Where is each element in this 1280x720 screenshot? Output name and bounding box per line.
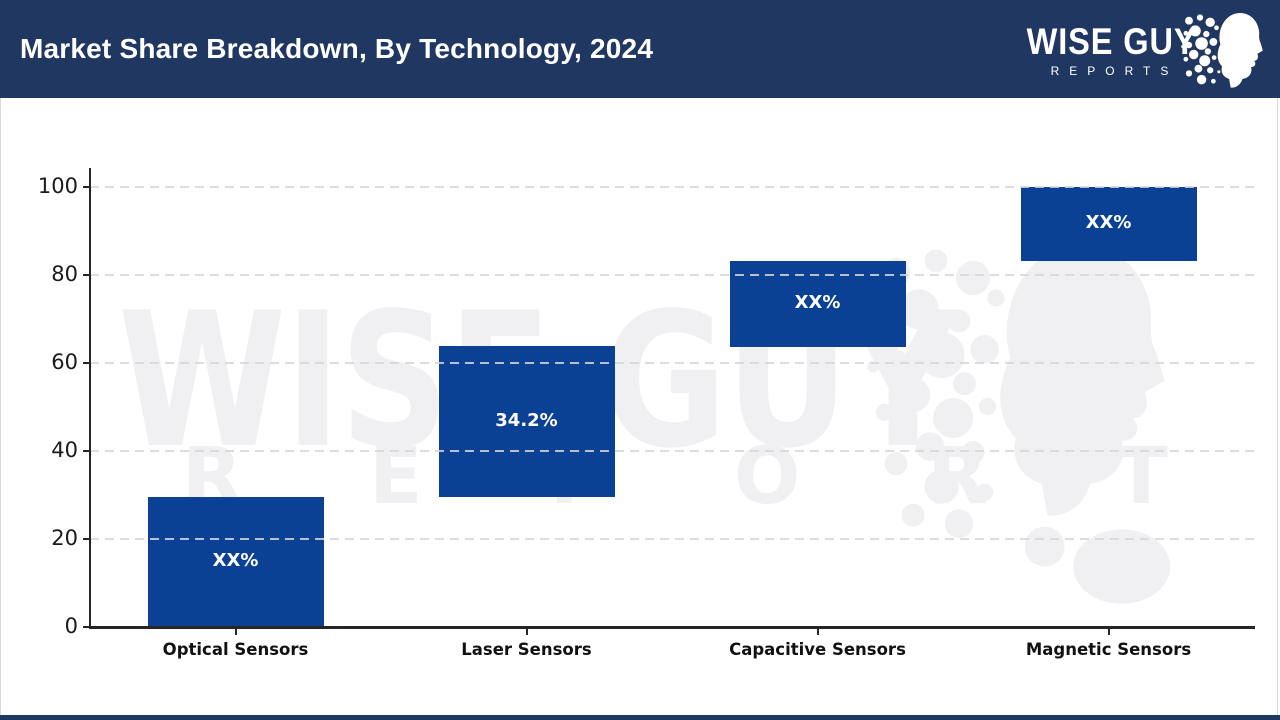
x-tick bbox=[234, 628, 237, 635]
gridline-80 bbox=[90, 274, 1254, 276]
x-tick bbox=[1107, 628, 1110, 635]
x-category-label-4: Magnetic Sensors bbox=[1025, 640, 1192, 659]
y-tick bbox=[83, 186, 90, 188]
x-tick bbox=[525, 628, 528, 635]
y-tick-label: 60 bbox=[51, 350, 78, 374]
y-tick bbox=[83, 362, 90, 364]
footer-bar bbox=[0, 715, 1280, 720]
bar-value-label: XX% bbox=[212, 550, 259, 572]
x-category-label-3: Capacitive Sensors bbox=[729, 640, 906, 659]
y-tick-label: 20 bbox=[51, 526, 78, 550]
y-tick bbox=[83, 538, 90, 540]
y-tick-label: 0 bbox=[64, 614, 78, 638]
logo-head-icon bbox=[1181, 13, 1263, 88]
y-tick bbox=[83, 626, 90, 628]
waterfall-bar-optical-sensors bbox=[147, 497, 324, 627]
gridline-40 bbox=[90, 450, 1254, 452]
waterfall-bar-laser-sensors bbox=[438, 346, 615, 497]
logo-wordmark: WISE GUY bbox=[1026, 20, 1197, 62]
x-tick bbox=[816, 628, 819, 635]
gridline-100 bbox=[90, 186, 1254, 188]
x-category-label-1: Optical Sensors bbox=[162, 640, 309, 659]
bar-value-label: XX% bbox=[794, 292, 841, 314]
logo-text: WISE GUY REPORTS bbox=[1015, 21, 1208, 78]
y-tick bbox=[83, 274, 90, 276]
gridline-60 bbox=[90, 362, 1254, 364]
y-tick-label: 80 bbox=[51, 262, 78, 286]
waterfall-bar-magnetic-sensors bbox=[1020, 187, 1197, 261]
y-tick bbox=[83, 450, 90, 452]
header: Market Share Breakdown, By Technology, 2… bbox=[0, 0, 1280, 98]
x-axis-line bbox=[89, 626, 1255, 629]
logo-subtext: REPORTS bbox=[1050, 63, 1179, 78]
chart-title: Market Share Breakdown, By Technology, 2… bbox=[20, 33, 654, 64]
y-axis-line bbox=[89, 168, 91, 628]
x-category-label-2: Laser Sensors bbox=[461, 640, 592, 659]
y-tick-label: 100 bbox=[37, 174, 78, 198]
watermark-head-icon bbox=[867, 244, 1171, 604]
bar-value-label: 34.2% bbox=[495, 409, 558, 431]
gridline-20 bbox=[90, 538, 1254, 540]
y-tick-label: 40 bbox=[51, 438, 78, 462]
bar-value-label: XX% bbox=[1085, 211, 1132, 233]
brand-logo: WISE GUY REPORTS bbox=[1015, 9, 1266, 89]
